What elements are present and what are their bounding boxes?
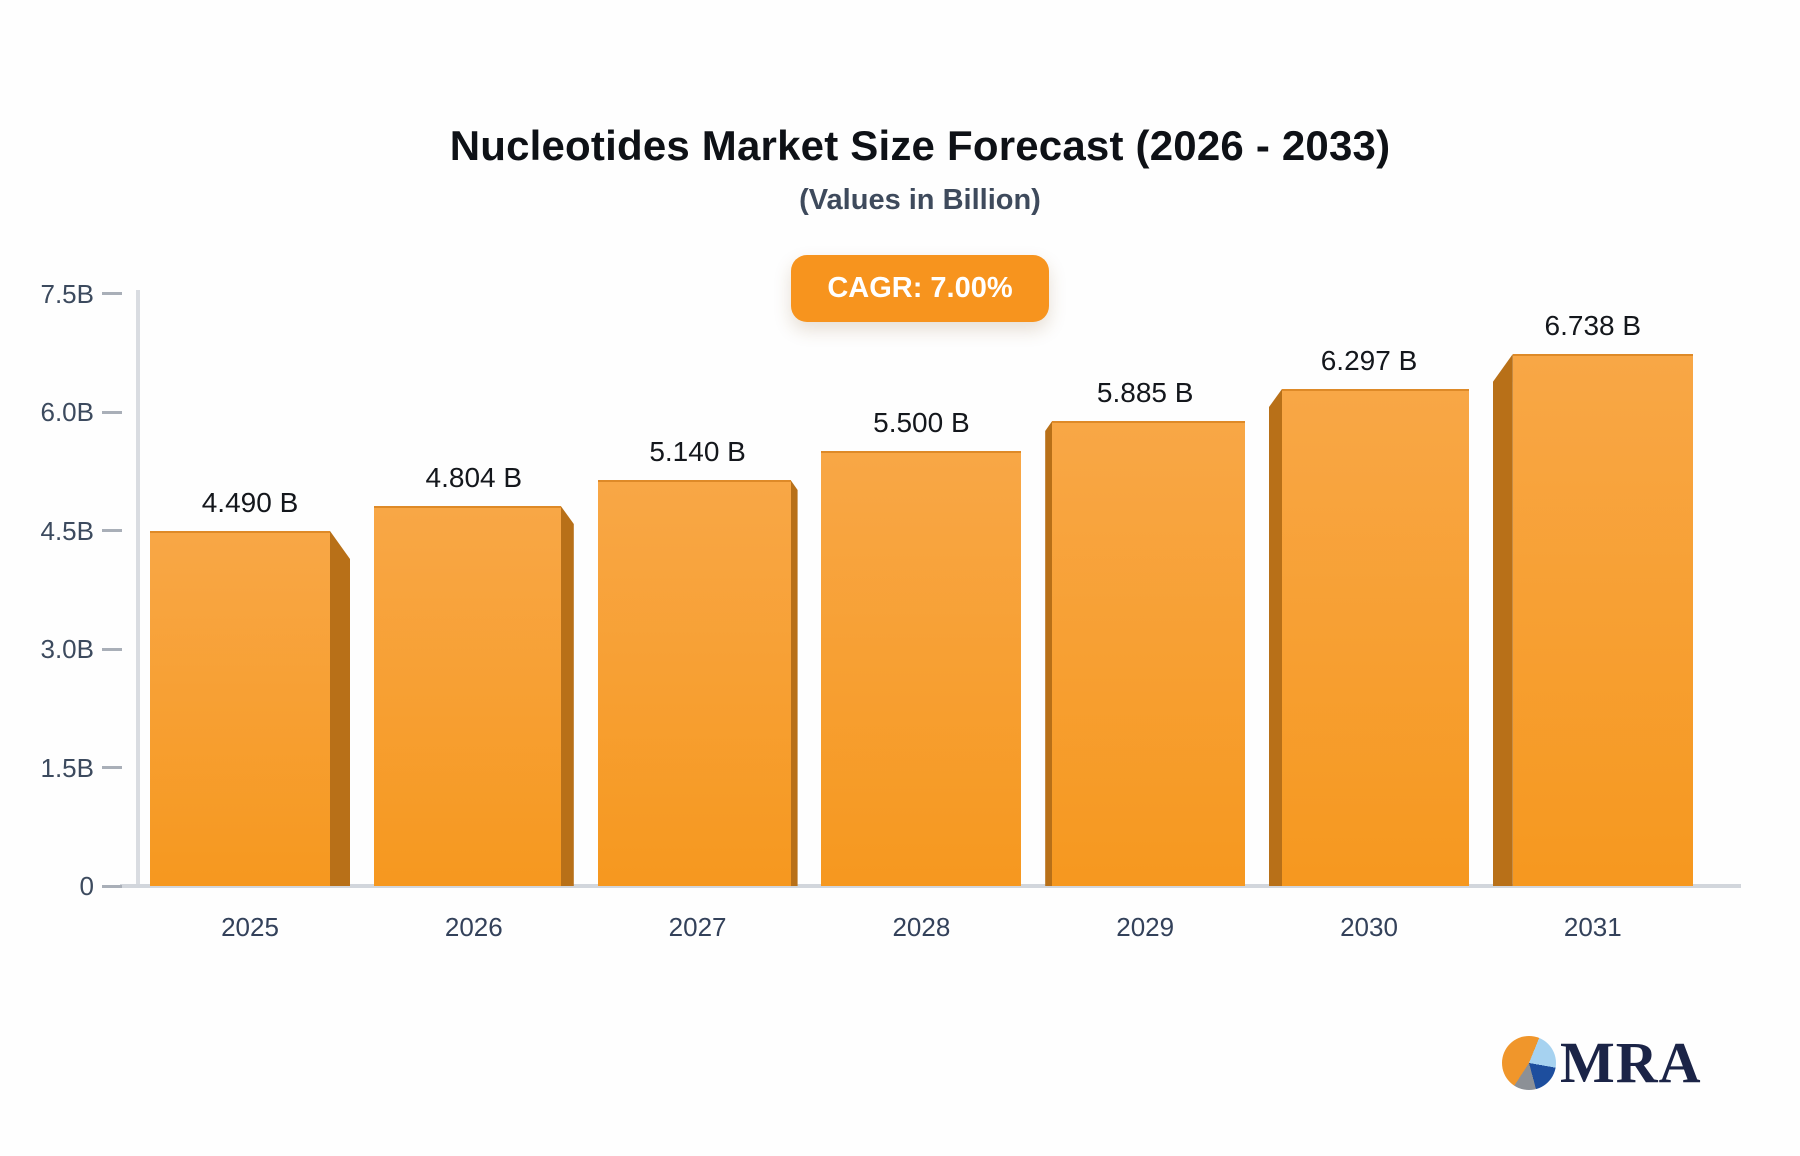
x-axis-category-label: 2029 bbox=[1116, 912, 1175, 942]
mra-logo: MRA bbox=[1502, 1030, 1702, 1095]
bar-value-label: 5.885 B bbox=[1096, 377, 1194, 408]
y-axis-tick bbox=[102, 292, 122, 295]
bar-2027 bbox=[597, 480, 798, 886]
bar-2025 bbox=[150, 531, 350, 886]
bar-face bbox=[821, 451, 1022, 886]
bar-face bbox=[1282, 389, 1469, 886]
bar-face bbox=[1512, 354, 1693, 886]
bar-2031 bbox=[1492, 354, 1693, 886]
y-axis-line bbox=[136, 290, 140, 886]
y-axis-tick-label: 0 bbox=[79, 871, 94, 901]
bar-2026 bbox=[373, 506, 574, 886]
x-axis-category-label: 2030 bbox=[1340, 912, 1398, 942]
x-axis-category-label: 2025 bbox=[221, 912, 279, 942]
bar-value-label: 6.738 B bbox=[1544, 310, 1642, 341]
y-axis-tick-label: 3.0B bbox=[40, 634, 95, 664]
x-axis-line bbox=[120, 884, 1741, 888]
bar-side-shadow bbox=[1492, 354, 1513, 886]
bar-side-shadow bbox=[560, 506, 574, 886]
x-axis-category-label: 2027 bbox=[668, 912, 727, 942]
y-axis-tick-label: 7.5B bbox=[40, 278, 95, 309]
pie-chart-logo-icon bbox=[1502, 1036, 1556, 1090]
logo-text: MRA bbox=[1560, 1030, 1702, 1095]
bar-value-label: 4.490 B bbox=[201, 487, 299, 518]
y-axis-tick-label: 4.5B bbox=[40, 515, 95, 546]
x-axis-category-label: 2031 bbox=[1563, 912, 1622, 942]
bar-face bbox=[1052, 421, 1246, 886]
bar-side-shadow bbox=[790, 480, 798, 886]
y-axis-tick bbox=[102, 410, 122, 414]
x-axis-category-label: 2028 bbox=[892, 912, 951, 942]
bar-2030 bbox=[1269, 389, 1469, 886]
bar-face bbox=[373, 506, 561, 886]
chart-title: Nucleotides Market Size Forecast (2026 -… bbox=[449, 122, 1391, 169]
bar-side-shadow bbox=[1045, 421, 1053, 886]
x-axis-category-label: 2026 bbox=[444, 912, 503, 942]
bar-face bbox=[150, 531, 330, 886]
y-axis-tick-label: 6.0B bbox=[40, 397, 95, 427]
chart-header: Nucleotides Market Size Forecast (2026 -… bbox=[40, 0, 1800, 322]
bar-value-label: 6.297 B bbox=[1320, 345, 1418, 376]
y-axis-tick bbox=[102, 529, 122, 532]
y-axis-tick-label: 1.5B bbox=[40, 752, 95, 783]
bar-2029 bbox=[1045, 421, 1246, 886]
bar-2028 bbox=[821, 451, 1022, 886]
chart-subtitle: (Values in Billion) bbox=[799, 184, 1041, 216]
bar-side-shadow bbox=[330, 531, 350, 886]
cagr-badge-container: CAGR: 7.00% bbox=[40, 255, 1800, 322]
bar-value-label: 5.140 B bbox=[649, 436, 746, 467]
bar-value-label: 5.500 B bbox=[873, 407, 970, 438]
y-axis-tick bbox=[102, 884, 122, 888]
y-axis-tick bbox=[102, 766, 122, 769]
y-axis-tick bbox=[102, 647, 122, 651]
bar-side-shadow bbox=[1269, 389, 1282, 886]
bar-value-label: 4.804 B bbox=[425, 462, 523, 493]
cagr-badge: CAGR: 7.00% bbox=[791, 255, 1049, 322]
bar-face bbox=[597, 480, 791, 886]
